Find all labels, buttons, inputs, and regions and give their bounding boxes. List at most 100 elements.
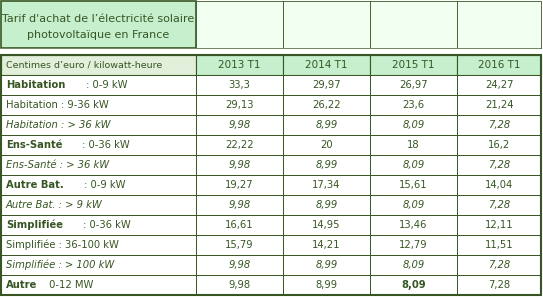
Bar [196, 55, 283, 75]
Text: : 0-9 kW: : 0-9 kW [83, 80, 127, 90]
Text: 20: 20 [320, 140, 333, 150]
Bar [370, 175, 457, 195]
Bar [1, 135, 196, 155]
Bar [457, 55, 541, 75]
Bar [283, 175, 370, 195]
Text: 8,99: 8,99 [315, 280, 338, 290]
Bar [457, 275, 541, 295]
Bar [196, 235, 283, 255]
Text: 16,61: 16,61 [225, 220, 254, 230]
Text: 14,95: 14,95 [312, 220, 341, 230]
Bar [1, 155, 196, 175]
Bar [457, 255, 541, 275]
Text: 8,09: 8,09 [402, 200, 425, 210]
Text: : 0-36 kW: : 0-36 kW [79, 140, 130, 150]
Text: 8,99: 8,99 [315, 160, 338, 170]
Bar [370, 215, 457, 235]
Bar [196, 275, 283, 295]
Bar [457, 175, 541, 195]
Bar [1, 215, 196, 235]
Bar [283, 135, 370, 155]
Text: 9,98: 9,98 [229, 200, 251, 210]
Bar [370, 55, 457, 75]
Text: 22,22: 22,22 [225, 140, 254, 150]
Text: Habitation : > 36 kW: Habitation : > 36 kW [6, 120, 110, 130]
Bar [457, 195, 541, 215]
Text: 14,21: 14,21 [312, 240, 341, 250]
Bar [283, 235, 370, 255]
Bar [457, 115, 541, 135]
Bar [370, 1, 457, 48]
Text: Autre: Autre [6, 280, 37, 290]
Text: 24,27: 24,27 [485, 80, 513, 90]
Bar [370, 115, 457, 135]
Bar [370, 195, 457, 215]
Bar [196, 215, 283, 235]
Text: 12,79: 12,79 [399, 240, 428, 250]
Text: 14,04: 14,04 [485, 180, 513, 190]
Text: 19,27: 19,27 [225, 180, 254, 190]
Bar [283, 1, 370, 48]
Bar [1, 115, 196, 135]
Bar [1, 75, 196, 95]
Bar [196, 175, 283, 195]
Text: Centimes d’euro / kilowatt-heure: Centimes d’euro / kilowatt-heure [6, 60, 162, 69]
Text: 7,28: 7,28 [488, 200, 510, 210]
Bar [370, 275, 457, 295]
Text: 7,28: 7,28 [488, 280, 510, 290]
Text: Tarif d'achat de l’électricité solaire: Tarif d'achat de l’électricité solaire [2, 14, 194, 24]
Text: 26,97: 26,97 [399, 80, 428, 90]
Bar [1, 95, 196, 115]
Bar [283, 95, 370, 115]
Text: Habitation: Habitation [6, 80, 65, 90]
Text: : 0-9 kW: : 0-9 kW [80, 180, 125, 190]
Bar [1, 48, 541, 55]
Text: 2015 T1: 2015 T1 [392, 60, 435, 70]
Bar [1, 255, 196, 275]
Bar [196, 155, 283, 175]
Text: Simplifiée: Simplifiée [6, 220, 63, 230]
Bar [196, 115, 283, 135]
Text: 11,51: 11,51 [485, 240, 513, 250]
Bar [283, 195, 370, 215]
Bar [370, 95, 457, 115]
Text: 7,28: 7,28 [488, 120, 510, 130]
Bar [196, 135, 283, 155]
Bar [457, 1, 541, 48]
Text: 13,46: 13,46 [399, 220, 428, 230]
Text: 16,2: 16,2 [488, 140, 510, 150]
Text: 23,6: 23,6 [402, 100, 425, 110]
Bar [283, 75, 370, 95]
Text: 8,09: 8,09 [401, 280, 426, 290]
Bar [196, 195, 283, 215]
Text: 8,09: 8,09 [402, 120, 425, 130]
Text: 8,99: 8,99 [315, 260, 338, 270]
Text: : 0-36 kW: : 0-36 kW [79, 220, 130, 230]
Bar [196, 95, 283, 115]
Text: 21,24: 21,24 [485, 100, 513, 110]
Bar [370, 135, 457, 155]
Text: 2014 T1: 2014 T1 [305, 60, 348, 70]
Bar [1, 55, 541, 295]
Text: 15,79: 15,79 [225, 240, 254, 250]
Text: 7,28: 7,28 [488, 160, 510, 170]
Bar [457, 235, 541, 255]
Bar [283, 55, 370, 75]
Text: 17,34: 17,34 [312, 180, 340, 190]
Text: 0-12 MW: 0-12 MW [47, 280, 94, 290]
Text: 2016 T1: 2016 T1 [478, 60, 520, 70]
Bar [370, 255, 457, 275]
Bar [1, 195, 196, 215]
Bar [457, 135, 541, 155]
Bar [457, 215, 541, 235]
Bar [1, 235, 196, 255]
Text: 8,99: 8,99 [315, 200, 338, 210]
Text: 26,22: 26,22 [312, 100, 341, 110]
Text: Simplifiée : 36-100 kW: Simplifiée : 36-100 kW [6, 240, 119, 250]
Text: Autre Bat. : > 9 kW: Autre Bat. : > 9 kW [6, 200, 103, 210]
Text: Habitation : 9-36 kW: Habitation : 9-36 kW [6, 100, 109, 110]
Text: 9,98: 9,98 [229, 280, 250, 290]
Text: 8,09: 8,09 [402, 260, 425, 270]
Bar [370, 235, 457, 255]
Text: 2013 T1: 2013 T1 [218, 60, 261, 70]
